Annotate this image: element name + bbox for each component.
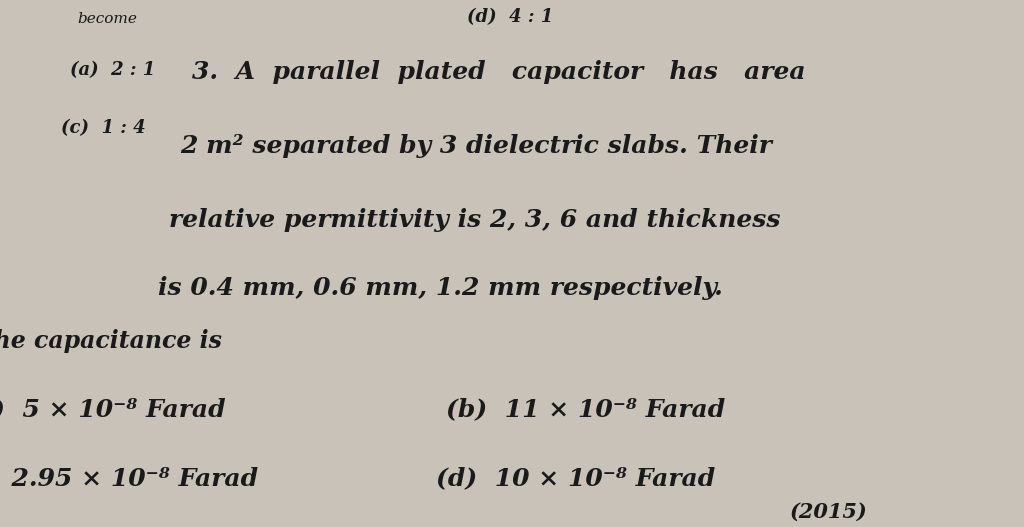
Text: The capacitance is: The capacitance is	[0, 329, 222, 353]
Text: (d)  4 : 1: (d) 4 : 1	[467, 8, 553, 26]
Text: (c)  1 : 4: (c) 1 : 4	[60, 119, 145, 137]
Text: become: become	[78, 12, 137, 26]
Text: (2015): (2015)	[790, 502, 867, 522]
Text: (a)  5 × 10⁻⁸ Farad: (a) 5 × 10⁻⁸ Farad	[0, 397, 226, 422]
Text: (d)  10 × 10⁻⁸ Farad: (d) 10 × 10⁻⁸ Farad	[436, 466, 715, 490]
Text: relative permittivity is 2, 3, 6 and thickness: relative permittivity is 2, 3, 6 and thi…	[169, 208, 780, 232]
Text: (c)  2.95 × 10⁻⁸ Farad: (c) 2.95 × 10⁻⁸ Farad	[0, 466, 258, 490]
Text: 3.  A  parallel  plated   capacitor   has   area: 3. A parallel plated capacitor has area	[191, 60, 805, 84]
Text: (b)  11 × 10⁻⁸ Farad: (b) 11 × 10⁻⁸ Farad	[446, 397, 726, 422]
Text: 2 m² separated by 3 dielectric slabs. Their: 2 m² separated by 3 dielectric slabs. Th…	[180, 134, 772, 158]
Text: (a)  2 : 1: (a) 2 : 1	[70, 61, 155, 79]
Text: is 0.4 mm, 0.6 mm, 1.2 mm respectively.: is 0.4 mm, 0.6 mm, 1.2 mm respectively.	[158, 276, 723, 300]
